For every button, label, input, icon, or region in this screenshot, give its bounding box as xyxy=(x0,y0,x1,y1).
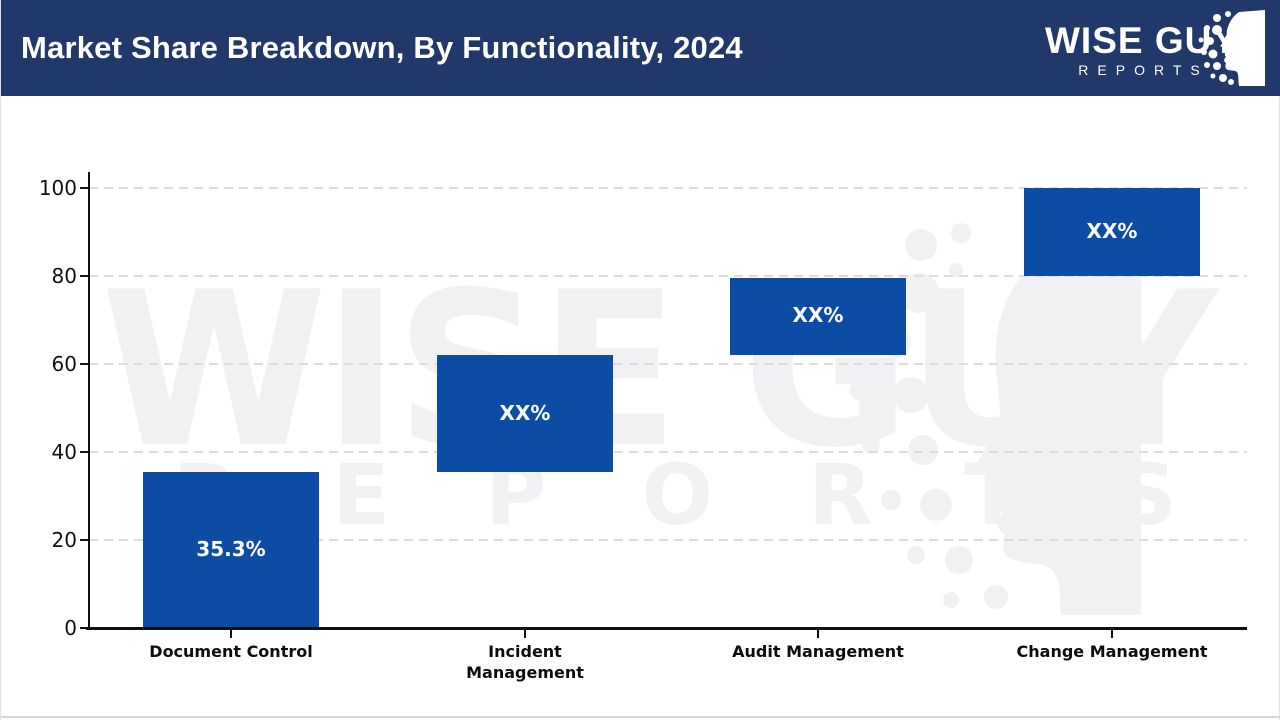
bar-audit-management xyxy=(730,277,906,355)
x-axis-tick-document-control xyxy=(230,629,232,638)
y-axis-tick-40 xyxy=(80,450,88,453)
bar-incident-management xyxy=(437,354,613,473)
y-axis-line xyxy=(88,172,90,630)
logo-face-icon xyxy=(1198,10,1265,86)
x-category-label-audit-management: Audit Management xyxy=(732,642,904,661)
watermark-head-icon xyxy=(827,223,1141,615)
x-axis-tick-change-management xyxy=(1111,629,1113,638)
bar-document-control xyxy=(143,472,319,628)
bar-value-label-audit-management: XX% xyxy=(792,303,844,328)
x-category-label-incident-management: Incident Management xyxy=(466,642,584,682)
y-axis-tick-0 xyxy=(80,626,88,629)
x-category-label-document-control: Document Control xyxy=(149,642,313,661)
x-axis-tick-incident-management xyxy=(524,629,526,638)
chart-title: Market Share Breakdown, By Functionality… xyxy=(21,30,743,65)
plot-area: 0 20 40 60 80 100 35.3% Document Control XX% Inci… xyxy=(1,96,1280,720)
y-tick-label-80: 80 xyxy=(51,263,77,288)
gridline-100 xyxy=(89,186,1247,189)
x-category-label-change-management: Change Management xyxy=(1016,642,1208,661)
bar-value-label-change-management: XX% xyxy=(1086,218,1138,243)
bar-value-label-incident-management: XX% xyxy=(499,400,551,425)
bar-change-management xyxy=(1024,187,1200,276)
y-tick-label-40: 40 xyxy=(51,439,77,464)
y-tick-label-20: 20 xyxy=(51,527,77,552)
wiseguy-logo: WISE GUY REPORTS xyxy=(1017,6,1267,90)
y-tick-label-60: 60 xyxy=(51,351,77,376)
y-tick-label-100: 100 xyxy=(38,175,77,200)
gridline-40 xyxy=(89,450,1247,453)
gridline-60 xyxy=(89,362,1247,365)
x-axis-tick-audit-management xyxy=(817,629,819,638)
y-axis-tick-20 xyxy=(80,538,88,541)
bar-value-label-document-control: 35.3% xyxy=(196,536,266,561)
y-tick-label-0: 0 xyxy=(64,615,77,640)
bottom-border xyxy=(1,716,1280,718)
header: Market Share Breakdown, By Functionality… xyxy=(1,0,1280,96)
gridline-20 xyxy=(89,538,1247,541)
gridline-80 xyxy=(89,274,1247,277)
y-axis-tick-100 xyxy=(80,186,88,189)
y-axis-tick-80 xyxy=(80,274,88,277)
logo-subtext: REPORTS xyxy=(1078,62,1209,78)
x-axis-line xyxy=(86,627,1247,630)
y-axis-tick-60 xyxy=(80,362,88,365)
